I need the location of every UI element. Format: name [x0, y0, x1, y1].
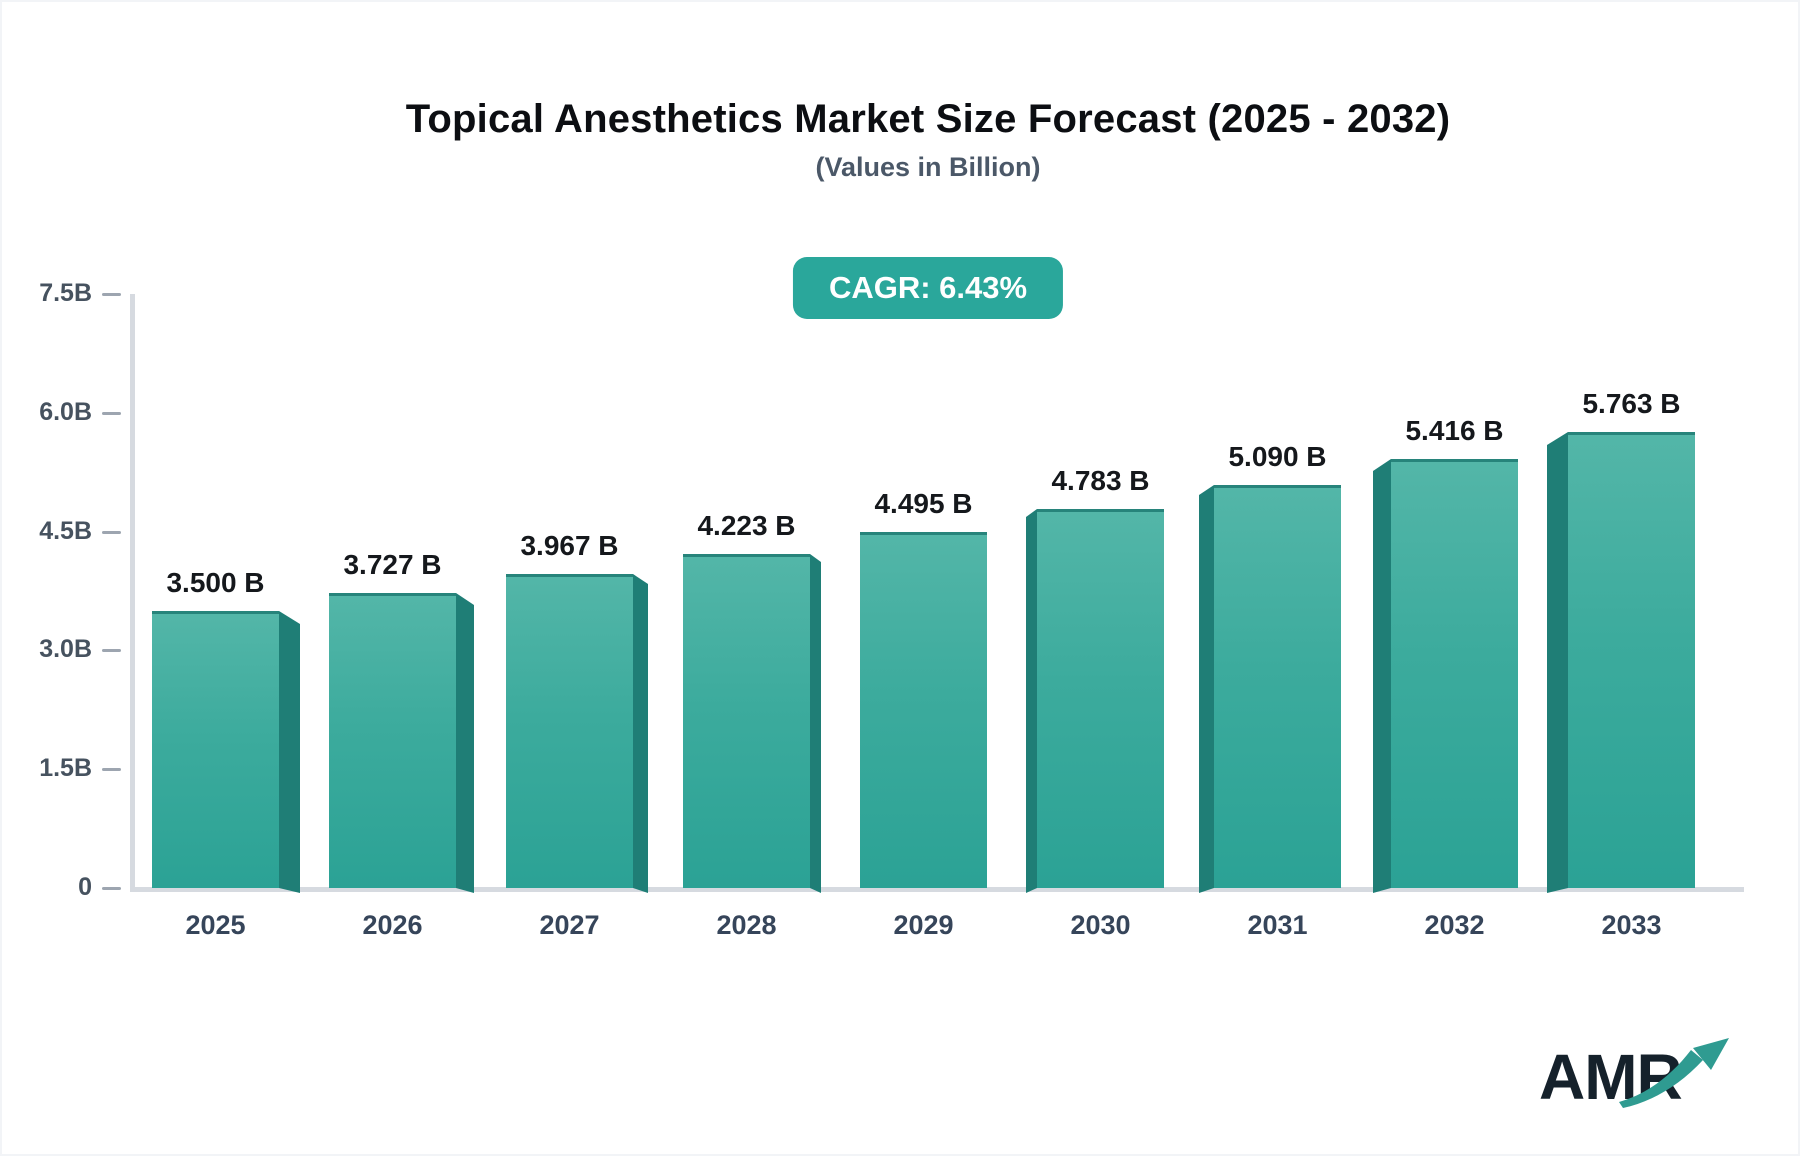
bar-side-face-2030 [1026, 509, 1037, 893]
y-axis-tick-mark [102, 411, 121, 415]
bar-value-label-2032: 5.416 B [1405, 415, 1504, 446]
x-axis-label-2032: 2032 [1424, 910, 1485, 940]
amr-logo-text: AMR [1539, 1041, 1683, 1113]
y-axis-tick-mark [102, 530, 121, 534]
bar-value-label-2030: 4.783 B [1051, 465, 1150, 496]
y-axis-tick-label-7.5B: 7.5B [39, 279, 92, 307]
bar-2029 [860, 532, 987, 888]
bar-side-face-2028 [810, 554, 821, 893]
bar-value-label-2033: 5.763 B [1582, 388, 1681, 419]
bar-2030 [1037, 509, 1164, 888]
bar-side-face-2031 [1199, 485, 1214, 893]
y-axis-line [130, 294, 135, 888]
bar-2025 [152, 611, 279, 888]
bar-value-label-2031: 5.090 B [1228, 441, 1327, 472]
bar-value-label-2027: 3.967 B [520, 530, 619, 561]
x-axis-label-2026: 2026 [362, 910, 423, 940]
bar-2032 [1391, 459, 1518, 888]
y-axis-tick-mark [102, 649, 121, 653]
bar-2026 [329, 593, 456, 888]
x-axis-label-2028: 2028 [716, 910, 777, 940]
x-axis-label-2027: 2027 [539, 910, 600, 940]
y-axis-tick-mark [102, 768, 121, 772]
y-axis-tick-mark [102, 293, 121, 296]
bar-side-face-2027 [633, 574, 648, 893]
y-axis-tick-label-6.0B: 6.0B [39, 397, 92, 426]
x-axis-label-2031: 2031 [1247, 910, 1308, 940]
bar-2028 [683, 554, 810, 888]
amr-logo: AMR [1539, 1032, 1729, 1122]
cagr-badge: CAGR: 6.43% [792, 257, 1064, 319]
y-axis-tick-label-4.5B: 4.5B [39, 516, 92, 545]
bar-value-label-2026: 3.727 B [343, 549, 442, 580]
x-axis-baseline [130, 887, 1744, 892]
y-axis-tick-label-3.0B: 3.0B [39, 635, 92, 664]
growth-arrow-icon [1619, 1038, 1729, 1108]
bar-2031 [1214, 485, 1341, 888]
bar-side-face-2033 [1547, 432, 1568, 893]
x-axis-label-2033: 2033 [1601, 910, 1662, 940]
bar-2033 [1568, 432, 1695, 888]
x-axis-label-2030: 2030 [1070, 910, 1131, 940]
chart-title: Topical Anesthetics Market Size Forecast… [405, 97, 1451, 141]
bar-value-label-2029: 4.495 B [874, 488, 973, 519]
y-axis-tick-mark [102, 887, 121, 890]
y-axis-tick-label-0: 0 [78, 873, 92, 901]
bar-value-label-2025: 3.500 B [166, 567, 265, 598]
bar-value-label-2028: 4.223 B [697, 510, 796, 541]
bar-2027 [506, 574, 633, 888]
x-axis-label-2025: 2025 [185, 910, 246, 940]
bar-side-face-2025 [279, 611, 300, 893]
chart-subtitle: (Values in Billion) [815, 152, 1041, 182]
y-axis-tick-label-1.5B: 1.5B [39, 754, 92, 783]
x-axis-label-2029: 2029 [893, 910, 954, 940]
bar-side-face-2026 [456, 593, 474, 893]
bar-side-face-2032 [1373, 459, 1391, 893]
